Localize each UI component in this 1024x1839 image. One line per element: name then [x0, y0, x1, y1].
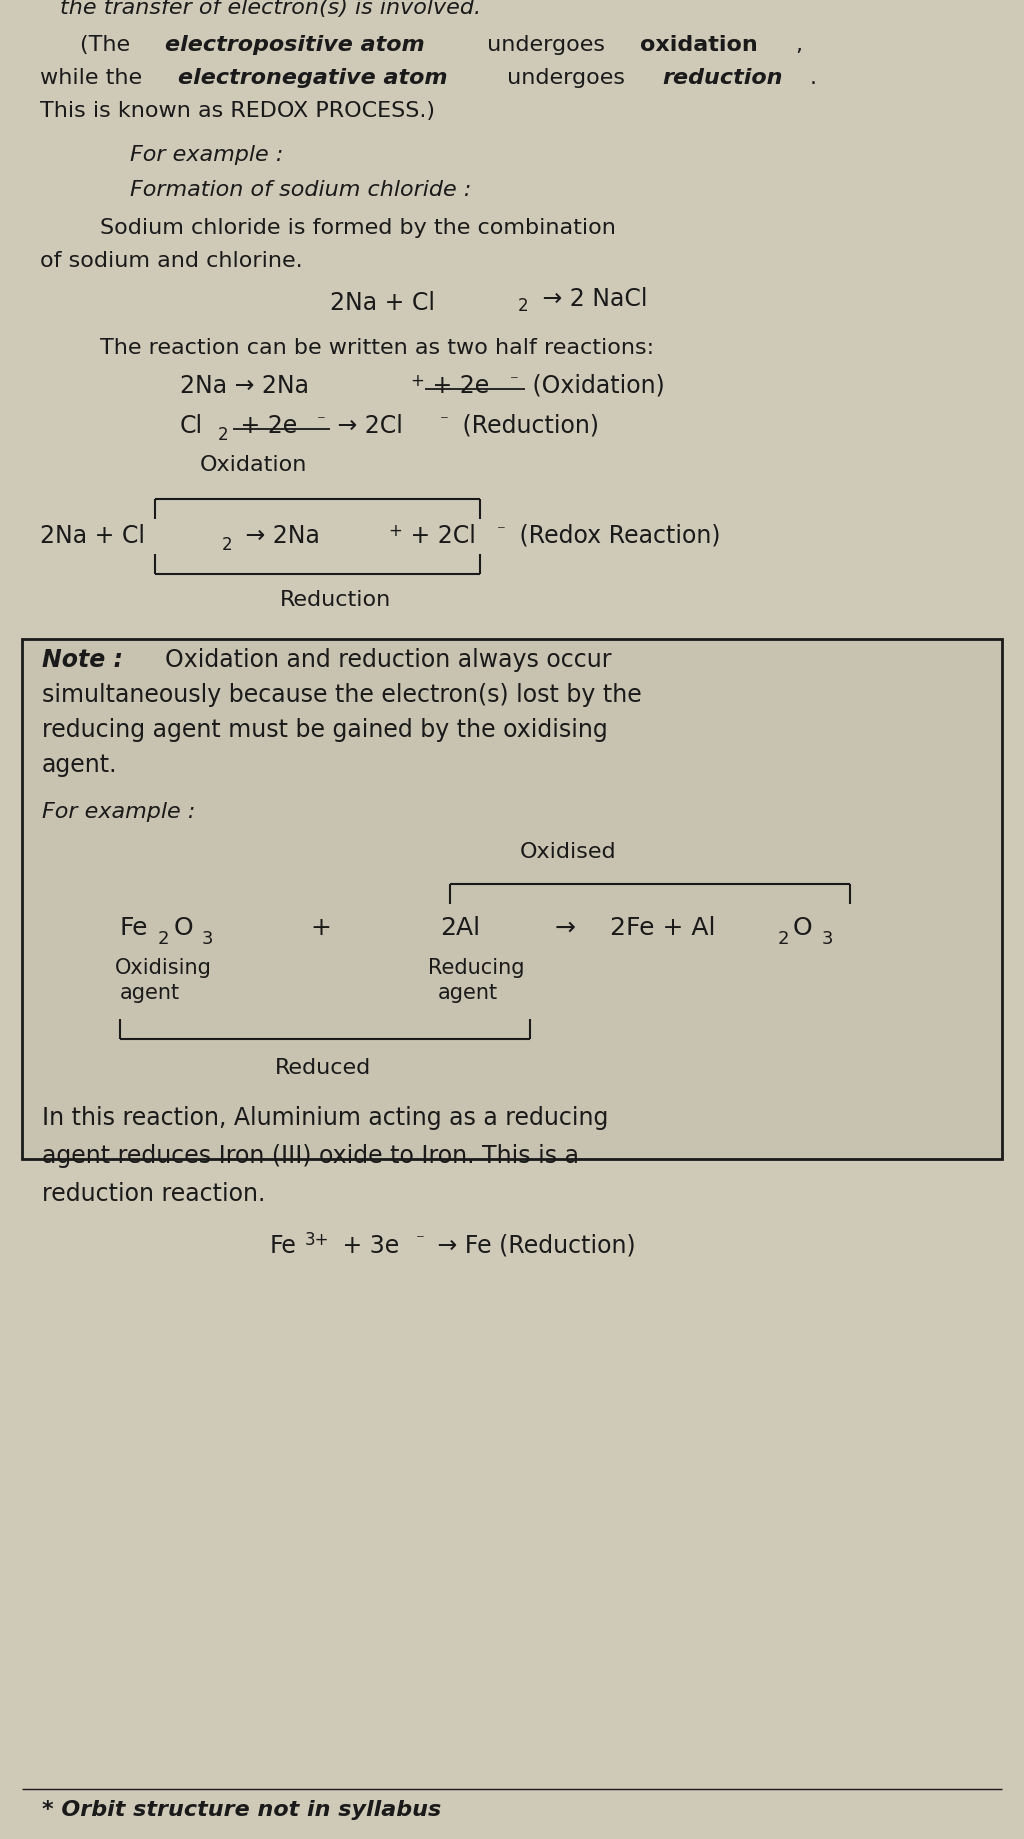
Text: This is known as REDOX PROCESS.): This is known as REDOX PROCESS.) [40, 101, 435, 121]
Text: Cl: Cl [180, 414, 203, 438]
Text: (Redox Reaction): (Redox Reaction) [512, 524, 721, 548]
Text: 2Na + Cl: 2Na + Cl [40, 524, 145, 548]
Text: The reaction can be written as two half reactions:: The reaction can be written as two half … [100, 338, 654, 359]
Text: 2Fe + Al: 2Fe + Al [610, 916, 716, 940]
Text: +: + [310, 916, 331, 940]
Text: 3+: 3+ [305, 1230, 330, 1249]
Text: ⁻: ⁻ [440, 412, 449, 430]
Text: Formation of sodium chloride :: Formation of sodium chloride : [130, 180, 471, 200]
Text: + 3e: + 3e [335, 1234, 399, 1258]
Text: Oxidation: Oxidation [200, 454, 307, 474]
Text: electropositive atom: electropositive atom [165, 35, 425, 55]
Text: O: O [793, 916, 813, 940]
Text: 3: 3 [202, 929, 213, 947]
Text: while the: while the [40, 68, 150, 88]
Text: 3: 3 [822, 929, 834, 947]
Text: Fe: Fe [120, 916, 148, 940]
Text: ⁻: ⁻ [416, 1230, 425, 1249]
Text: Oxidation and reduction always occur: Oxidation and reduction always occur [165, 647, 611, 671]
Text: oxidation: oxidation [640, 35, 758, 55]
Text: undergoes: undergoes [500, 68, 632, 88]
Text: .: . [810, 68, 817, 88]
Text: +: + [388, 522, 401, 539]
Text: Sodium chloride is formed by the combination: Sodium chloride is formed by the combina… [100, 217, 615, 237]
Text: 2: 2 [778, 929, 790, 947]
Text: O: O [174, 916, 194, 940]
Text: For example :: For example : [42, 802, 196, 822]
Text: Reduced: Reduced [275, 1057, 372, 1078]
Text: → 2 NaCl: → 2 NaCl [535, 287, 647, 311]
Text: 2: 2 [218, 427, 228, 443]
Text: 2Na → 2Na: 2Na → 2Na [180, 373, 309, 397]
Text: 2: 2 [518, 296, 528, 314]
Text: agent: agent [438, 982, 498, 1002]
Text: ⁻: ⁻ [317, 412, 326, 430]
Text: In this reaction, Aluminium acting as a reducing: In this reaction, Aluminium acting as a … [42, 1105, 608, 1129]
Text: Reducing: Reducing [428, 958, 524, 978]
Text: electronegative atom: electronegative atom [178, 68, 447, 88]
Text: 2: 2 [158, 929, 170, 947]
Text: ,: , [795, 35, 802, 55]
Text: Oxidising: Oxidising [115, 958, 212, 978]
Text: reduction: reduction [662, 68, 782, 88]
Text: undergoes: undergoes [480, 35, 612, 55]
Text: (Oxidation): (Oxidation) [525, 373, 665, 397]
Text: +: + [410, 371, 424, 390]
Text: agent reduces Iron (III) oxide to Iron. This is a: agent reduces Iron (III) oxide to Iron. … [42, 1144, 579, 1168]
Text: → 2Na: → 2Na [238, 524, 319, 548]
Text: + 2e: + 2e [425, 373, 489, 397]
Text: → Fe (Reduction): → Fe (Reduction) [430, 1234, 636, 1258]
Text: (The: (The [80, 35, 137, 55]
Text: * Orbit structure not in syllabus: * Orbit structure not in syllabus [42, 1799, 441, 1819]
Text: → 2Cl: → 2Cl [330, 414, 402, 438]
Text: reduction reaction.: reduction reaction. [42, 1181, 265, 1205]
Text: ⁻: ⁻ [497, 522, 506, 539]
Text: →: → [555, 916, 575, 940]
Text: + 2e: + 2e [233, 414, 297, 438]
Text: + 2Cl: + 2Cl [403, 524, 476, 548]
Text: 2Al: 2Al [440, 916, 480, 940]
Text: agent: agent [120, 982, 180, 1002]
Text: Reduction: Reduction [280, 590, 391, 611]
Text: Fe: Fe [270, 1234, 297, 1258]
Text: 2Na + Cl: 2Na + Cl [330, 291, 435, 314]
Text: For example :: For example : [130, 145, 284, 166]
Text: (Reduction): (Reduction) [455, 414, 599, 438]
Text: the transfer of electron(s) is involved.: the transfer of electron(s) is involved. [60, 0, 481, 18]
Text: 2: 2 [222, 535, 232, 554]
Text: Oxidised: Oxidised [520, 842, 616, 861]
Text: of sodium and chlorine.: of sodium and chlorine. [40, 250, 303, 270]
Bar [22, 640, 1002, 1159]
Text: reducing agent must be gained by the oxidising: reducing agent must be gained by the oxi… [42, 717, 608, 741]
Text: Note :: Note : [42, 647, 131, 671]
Text: simultaneously because the electron(s) lost by the: simultaneously because the electron(s) l… [42, 682, 642, 706]
Text: agent.: agent. [42, 752, 118, 776]
Text: ⁻: ⁻ [510, 371, 519, 390]
